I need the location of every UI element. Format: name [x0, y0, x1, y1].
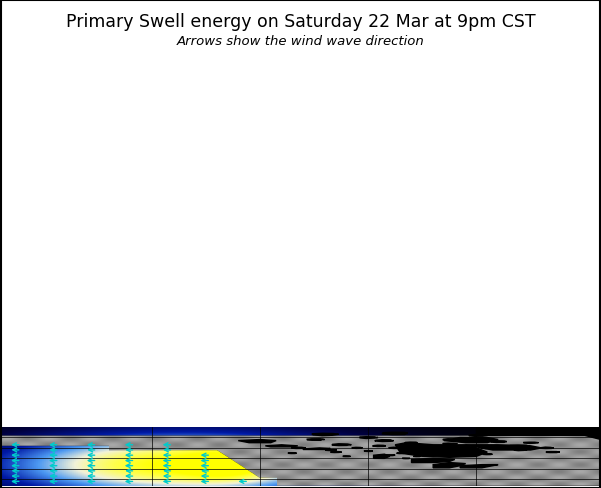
Polygon shape: [325, 449, 337, 450]
Polygon shape: [491, 441, 507, 443]
Polygon shape: [477, 427, 601, 440]
Polygon shape: [540, 447, 554, 448]
Polygon shape: [238, 440, 276, 443]
Polygon shape: [304, 448, 331, 449]
Polygon shape: [389, 447, 403, 448]
Polygon shape: [469, 434, 487, 436]
Polygon shape: [265, 445, 297, 447]
Polygon shape: [404, 442, 418, 443]
Polygon shape: [307, 439, 325, 440]
Polygon shape: [312, 433, 339, 436]
Polygon shape: [481, 447, 493, 448]
Polygon shape: [382, 432, 408, 435]
Polygon shape: [395, 443, 487, 457]
Polygon shape: [402, 458, 410, 459]
Polygon shape: [429, 447, 438, 448]
Polygon shape: [364, 450, 373, 451]
Polygon shape: [385, 455, 395, 456]
Polygon shape: [413, 456, 421, 457]
Polygon shape: [375, 440, 394, 442]
Polygon shape: [523, 442, 538, 444]
Polygon shape: [332, 444, 352, 446]
Polygon shape: [331, 451, 341, 452]
Polygon shape: [373, 445, 386, 447]
Polygon shape: [412, 458, 455, 463]
Text: Arrows show the wind wave direction: Arrows show the wind wave direction: [177, 35, 424, 48]
Polygon shape: [397, 453, 406, 454]
Polygon shape: [418, 450, 427, 451]
Polygon shape: [352, 447, 362, 448]
Polygon shape: [291, 447, 306, 448]
Polygon shape: [483, 454, 492, 455]
Polygon shape: [444, 437, 498, 443]
Polygon shape: [343, 456, 350, 457]
Polygon shape: [443, 443, 457, 445]
Polygon shape: [433, 463, 466, 468]
Text: Primary Swell energy on Saturday 22 Mar at 9pm CST: Primary Swell energy on Saturday 22 Mar …: [66, 13, 535, 31]
Polygon shape: [374, 454, 390, 458]
Polygon shape: [466, 445, 542, 450]
Polygon shape: [514, 449, 527, 450]
Polygon shape: [510, 445, 529, 447]
Polygon shape: [449, 449, 463, 451]
Polygon shape: [359, 437, 378, 438]
Polygon shape: [460, 465, 498, 468]
Polygon shape: [443, 439, 457, 440]
Polygon shape: [546, 451, 560, 452]
